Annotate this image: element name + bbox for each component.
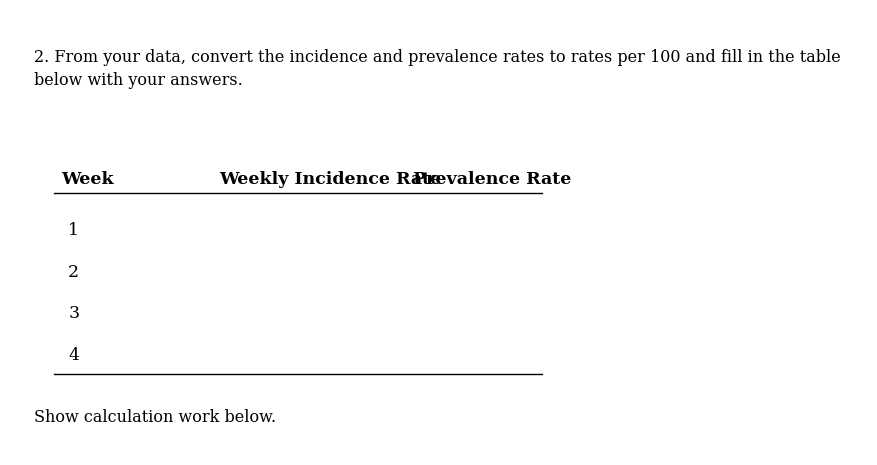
Text: 2. From your data, convert the incidence and prevalence rates to rates per 100 a: 2. From your data, convert the incidence… xyxy=(33,49,840,89)
Text: Prevalence Rate: Prevalence Rate xyxy=(413,171,571,187)
Text: Week: Week xyxy=(61,171,114,187)
Text: Weekly Incidence Rate: Weekly Incidence Rate xyxy=(219,171,441,187)
Text: 3: 3 xyxy=(68,306,79,322)
Text: 2: 2 xyxy=(68,264,79,280)
Text: Show calculation work below.: Show calculation work below. xyxy=(33,409,276,426)
Text: 4: 4 xyxy=(68,347,79,364)
Text: 1: 1 xyxy=(68,222,79,239)
